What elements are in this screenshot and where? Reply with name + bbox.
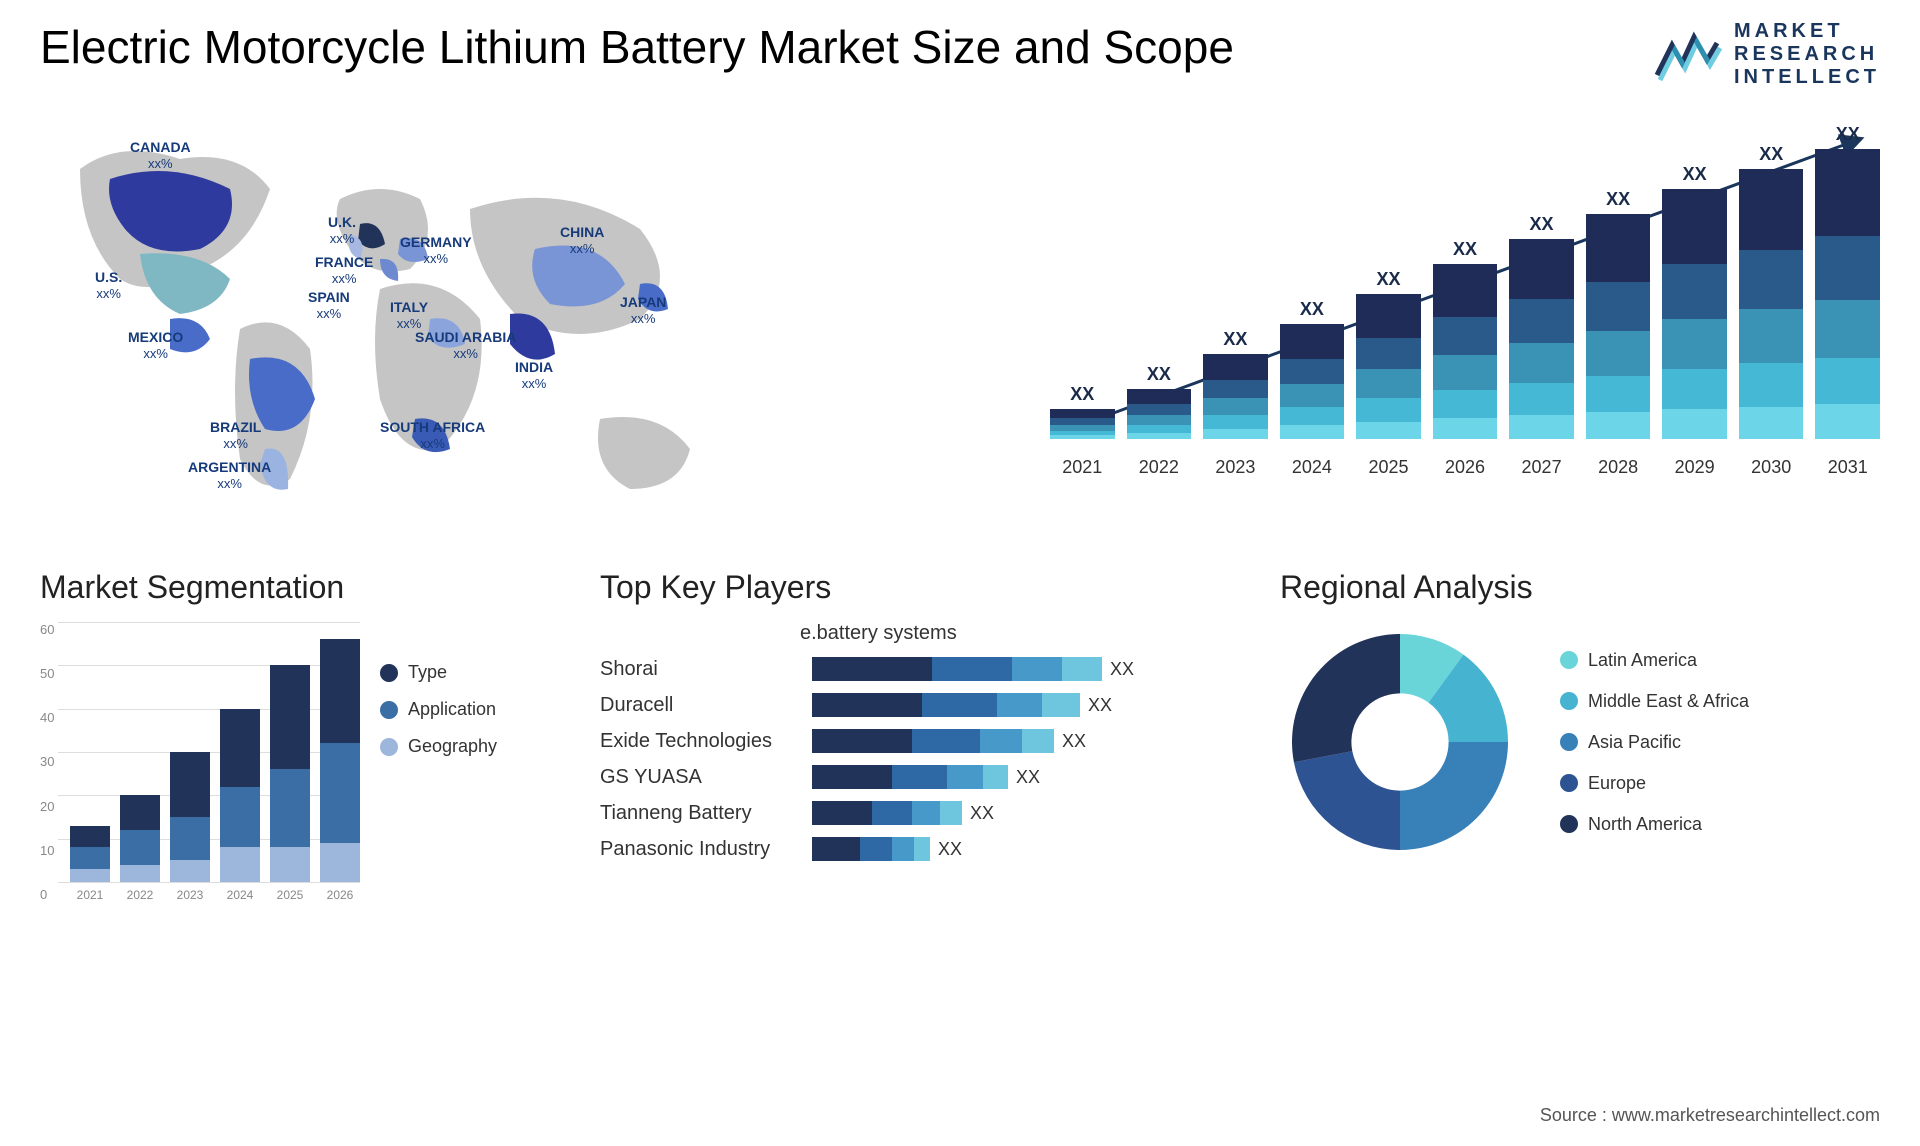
regional-legend: Latin America Middle East & Africa Asia Pa… — [1560, 650, 1749, 835]
page-title: Electric Motorcycle Lithium Battery Mark… — [40, 20, 1234, 74]
segmentation-legend: Type Application Geography — [380, 622, 497, 902]
map-label-france: FRANCExx% — [315, 254, 373, 286]
players-section: Top Key Players e.battery systems ShoraiX… — [600, 569, 1220, 929]
growth-bar-2021: XX — [1050, 384, 1115, 439]
top-row: CANADAxx% U.S.xx% MEXICOxx% BRAZILxx% ARGENT… — [40, 119, 1880, 539]
growth-bar-2030: XX — [1739, 144, 1804, 439]
players-title: Top Key Players — [600, 569, 1220, 606]
map-label-mexico: MEXICOxx% — [128, 329, 183, 361]
seg-bar-2026 — [320, 639, 360, 882]
bottom-row: Market Segmentation 60504030201002021202… — [40, 569, 1880, 929]
player-row-tianneng-battery: Tianneng BatteryXX — [600, 801, 1220, 825]
map-label-uk: U.K.xx% — [328, 214, 356, 246]
regional-section: Regional Analysis Latin America Middle Ea… — [1280, 569, 1840, 929]
regional-legend-middle-east---africa: Middle East & Africa — [1560, 691, 1749, 712]
map-label-us: U.S.xx% — [95, 269, 122, 301]
map-label-argentina: ARGENTINAxx% — [188, 459, 271, 491]
logo: MARKET RESEARCH INTELLECT — [1652, 20, 1880, 89]
growth-bar-2028: XX — [1586, 189, 1651, 439]
players-header: e.battery systems — [600, 622, 1220, 645]
growth-bar-2025: XX — [1356, 269, 1421, 439]
player-row-exide-technologies: Exide TechnologiesXX — [600, 729, 1220, 753]
segmentation-title: Market Segmentation — [40, 569, 540, 606]
map-label-china: CHINAxx% — [560, 224, 604, 256]
growth-bar-2026: XX — [1433, 239, 1498, 439]
map-label-canada: CANADAxx% — [130, 139, 191, 171]
regional-donut — [1280, 622, 1520, 862]
seg-bar-2021 — [70, 826, 110, 882]
legend-application: Application — [380, 699, 497, 720]
segmentation-chart: 6050403020100202120222023202420252026 — [40, 622, 360, 902]
header: Electric Motorcycle Lithium Battery Mark… — [40, 20, 1880, 89]
regional-legend-asia-pacific: Asia Pacific — [1560, 732, 1749, 753]
seg-bar-2024 — [220, 709, 260, 882]
regional-legend-europe: Europe — [1560, 773, 1749, 794]
source-text: Source : www.marketresearchintellect.com — [1540, 1105, 1880, 1126]
player-row-duracell: DuracellXX — [600, 693, 1220, 717]
world-map: CANADAxx% U.S.xx% MEXICOxx% BRAZILxx% ARGENT… — [40, 119, 1000, 539]
growth-bar-2029: XX — [1662, 164, 1727, 439]
donut-slice-europe — [1294, 751, 1400, 850]
map-label-japan: JAPANxx% — [620, 294, 666, 326]
legend-geography: Geography — [380, 736, 497, 757]
regional-legend-latin-america: Latin America — [1560, 650, 1749, 671]
map-label-southafrica: SOUTH AFRICAxx% — [380, 419, 485, 451]
logo-icon — [1652, 25, 1722, 85]
growth-bar-2022: XX — [1127, 364, 1192, 439]
player-row-shorai: ShoraiXX — [600, 657, 1220, 681]
growth-bar-2023: XX — [1203, 329, 1268, 439]
map-label-italy: ITALYxx% — [390, 299, 428, 331]
seg-bar-2023 — [170, 752, 210, 882]
growth-bar-2027: XX — [1509, 214, 1574, 439]
seg-bar-2022 — [120, 795, 160, 882]
map-label-spain: SPAINxx% — [308, 289, 350, 321]
map-label-germany: GERMANYxx% — [400, 234, 472, 266]
map-label-india: INDIAxx% — [515, 359, 553, 391]
regional-title: Regional Analysis — [1280, 569, 1840, 606]
map-label-saudiarabia: SAUDI ARABIAxx% — [415, 329, 516, 361]
growth-bar-2031: XX — [1815, 124, 1880, 439]
donut-slice-asia-pacific — [1400, 742, 1508, 850]
map-label-brazil: BRAZILxx% — [210, 419, 261, 451]
regional-legend-north-america: North America — [1560, 814, 1749, 835]
player-row-gs-yuasa: GS YUASAXX — [600, 765, 1220, 789]
logo-text: MARKET RESEARCH INTELLECT — [1734, 20, 1880, 89]
seg-bar-2025 — [270, 665, 310, 882]
donut-slice-north-america — [1292, 634, 1400, 762]
growth-chart: XXXXXXXXXXXXXXXXXXXXXX 20212022202320242… — [1050, 119, 1880, 539]
growth-bar-2024: XX — [1280, 299, 1345, 439]
segmentation-section: Market Segmentation 60504030201002021202… — [40, 569, 540, 929]
player-row-panasonic-industry: Panasonic IndustryXX — [600, 837, 1220, 861]
legend-type: Type — [380, 662, 497, 683]
